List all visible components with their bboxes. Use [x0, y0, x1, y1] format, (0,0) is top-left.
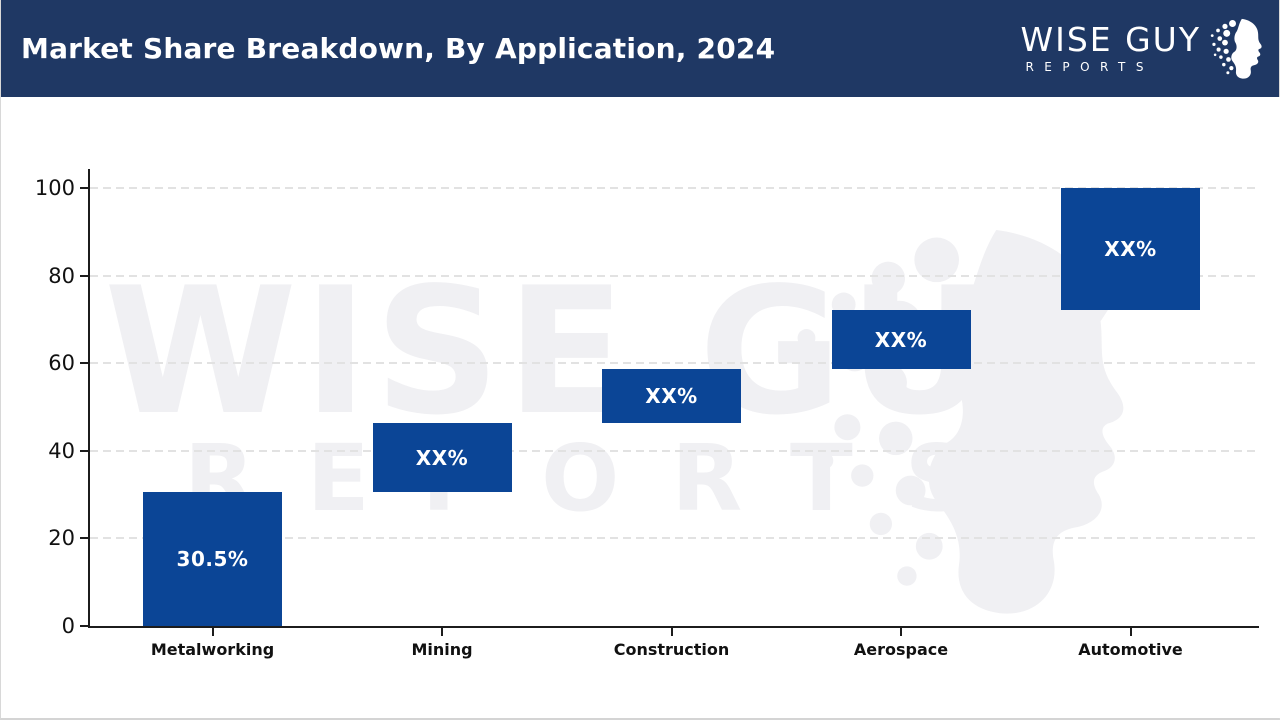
logo-wordmark: WISE GUY	[1020, 20, 1201, 59]
category-label-construction: Construction	[613, 640, 730, 659]
bar-value-label: XX%	[874, 327, 928, 352]
bar-automotive: XX%	[1061, 188, 1200, 311]
page-title: Market Share Breakdown, By Application, …	[21, 32, 776, 65]
bar-value-label: 30.5%	[176, 547, 249, 572]
logo-text: WISE GUY REPORTS	[1020, 23, 1201, 74]
x-tick-mark	[1129, 628, 1132, 636]
chart-area: WISE GUY REPORTS 0 20 40 60 80 100 30.5% Metalw…	[1, 97, 1280, 718]
gridline-60	[90, 362, 1258, 365]
y-tick-mark	[80, 362, 89, 365]
bar-value-label: XX%	[415, 445, 469, 470]
y-axis	[88, 169, 90, 628]
y-tick-label: 60	[48, 351, 75, 376]
y-tick-label: 20	[48, 526, 75, 551]
gridline-20	[90, 537, 1258, 540]
y-tick-mark	[80, 537, 89, 540]
gridline-100	[90, 187, 1258, 189]
bar-value-label: XX%	[645, 384, 698, 409]
y-tick-label: 40	[48, 438, 75, 463]
category-label-metalworking: Metalworking	[150, 640, 275, 659]
watermark-subtext: REPORTS	[184, 425, 1024, 532]
y-tick-mark	[80, 625, 89, 627]
category-label-mining: Mining	[411, 640, 473, 659]
bar-construction: XX%	[602, 369, 741, 424]
x-tick-mark	[441, 628, 443, 636]
plot: 0 20 40 60 80 100 30.5% Metalworking XX% Mining XX…	[1, 97, 1280, 718]
bar-value-label: XX%	[1104, 237, 1157, 262]
x-axis	[88, 626, 1259, 628]
y-tick-mark	[80, 187, 89, 189]
y-tick-mark	[80, 449, 89, 452]
x-tick-mark	[670, 628, 673, 636]
gridline-40	[90, 449, 1258, 452]
y-tick-label: 100	[34, 176, 75, 200]
logo-subtext: REPORTS	[1025, 60, 1154, 74]
category-label-automotive: Automotive	[1078, 640, 1183, 659]
wiseguy-logo: WISE GUY REPORTS	[1020, 16, 1265, 82]
bar-mining: XX%	[372, 423, 512, 493]
category-label-aerospace: Aerospace	[853, 640, 949, 659]
gridline-80	[90, 274, 1258, 277]
bar-metalworking: 30.5%	[143, 492, 282, 626]
header: Market Share Breakdown, By Application, …	[1, 0, 1279, 97]
x-tick-mark	[900, 628, 902, 636]
y-tick-label: 80	[48, 263, 75, 288]
x-tick-mark	[211, 628, 214, 636]
y-tick-mark	[80, 274, 89, 277]
logo-face-icon	[1210, 18, 1262, 79]
bar-aerospace: XX%	[831, 310, 971, 370]
y-tick-label: 0	[61, 614, 75, 638]
